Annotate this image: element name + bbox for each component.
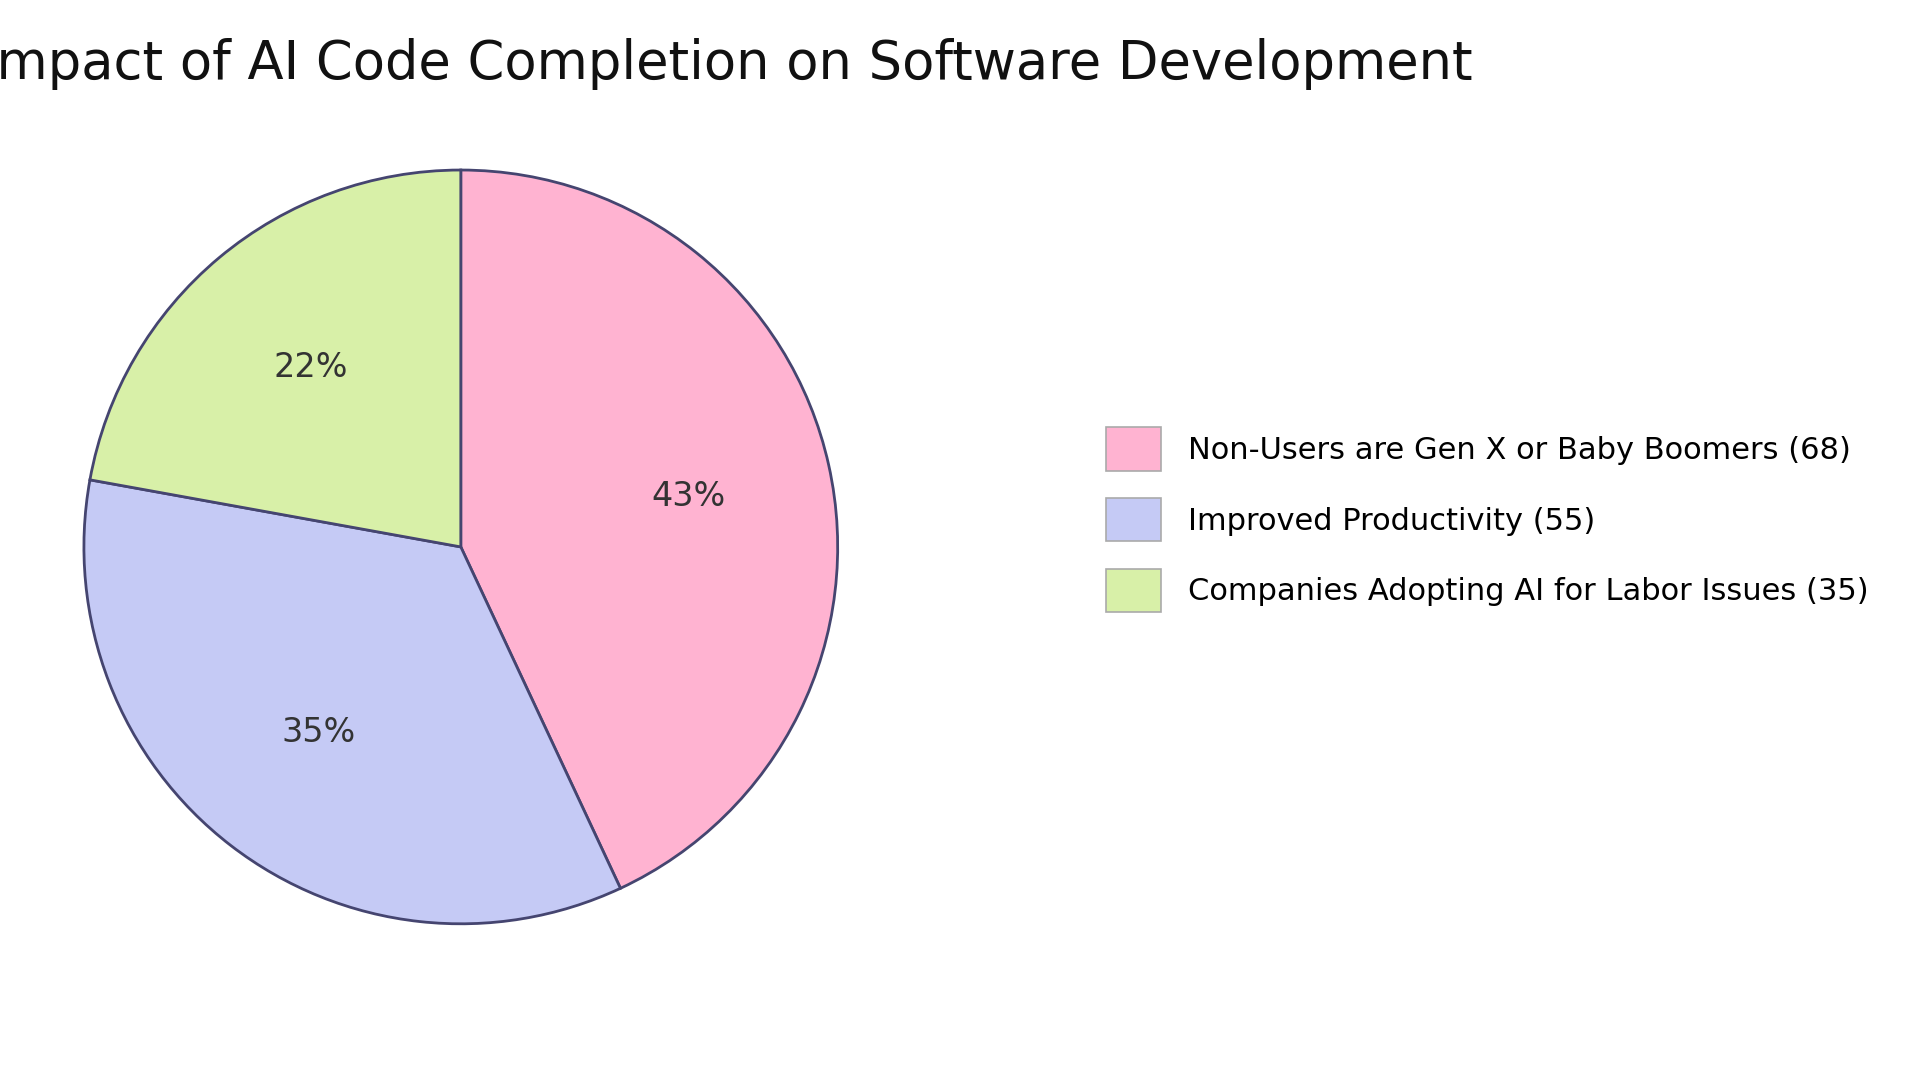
Wedge shape: [90, 170, 461, 547]
Text: 22%: 22%: [275, 351, 348, 384]
Text: 43%: 43%: [651, 480, 726, 512]
Text: 35%: 35%: [280, 716, 355, 748]
Legend: Non-Users are Gen X or Baby Boomers (68), Improved Productivity (55), Companies : Non-Users are Gen X or Baby Boomers (68)…: [1091, 413, 1884, 627]
Wedge shape: [461, 170, 837, 888]
Wedge shape: [84, 480, 620, 924]
Text: Impact of AI Code Completion on Software Development: Impact of AI Code Completion on Software…: [0, 38, 1473, 90]
